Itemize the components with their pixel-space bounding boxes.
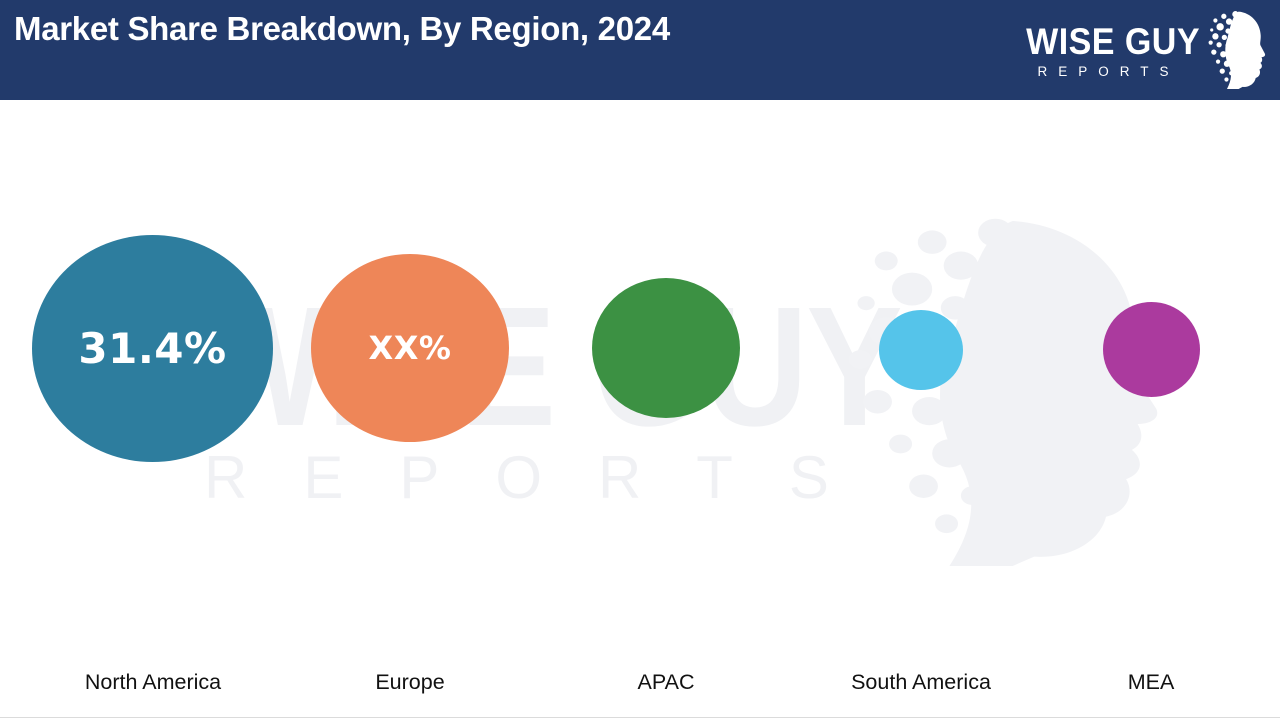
watermark-wordmark: WISE GUY	[192, 272, 903, 462]
brand-logo-text: WISE GUY REPORTS	[1011, 21, 1200, 79]
region-label-europe: Europe	[375, 670, 445, 694]
bubble-europe: XX%	[311, 254, 509, 442]
region-label-south-america: South America	[851, 670, 991, 694]
header: Market Share Breakdown, By Region, 2024 …	[0, 0, 1280, 100]
bubble-value-north-america: 31.4%	[78, 324, 227, 373]
bubble-mea	[1103, 302, 1200, 397]
region-label-north-america: North America	[84, 670, 222, 694]
bottom-divider	[0, 717, 1280, 718]
bubble-south-america	[879, 310, 963, 390]
region-label-mea: MEA	[1127, 670, 1175, 694]
region-label-apac: APAC	[637, 670, 695, 694]
bubble-north-america: 31.4%	[32, 235, 273, 462]
logo-wordmark: WISE GUY	[1026, 21, 1200, 62]
brand-logo: WISE GUY REPORTS	[1011, 8, 1266, 92]
watermark-head-icon	[848, 218, 1158, 566]
dotted-head-profile-icon	[1208, 11, 1266, 89]
bubble-value-europe: XX%	[368, 329, 452, 367]
logo-subtitle: REPORTS	[1037, 63, 1180, 79]
page-title: Market Share Breakdown, By Region, 2024	[14, 10, 670, 47]
watermark-subtitle: REPORTS	[204, 444, 885, 511]
bubble-apac	[592, 278, 740, 418]
